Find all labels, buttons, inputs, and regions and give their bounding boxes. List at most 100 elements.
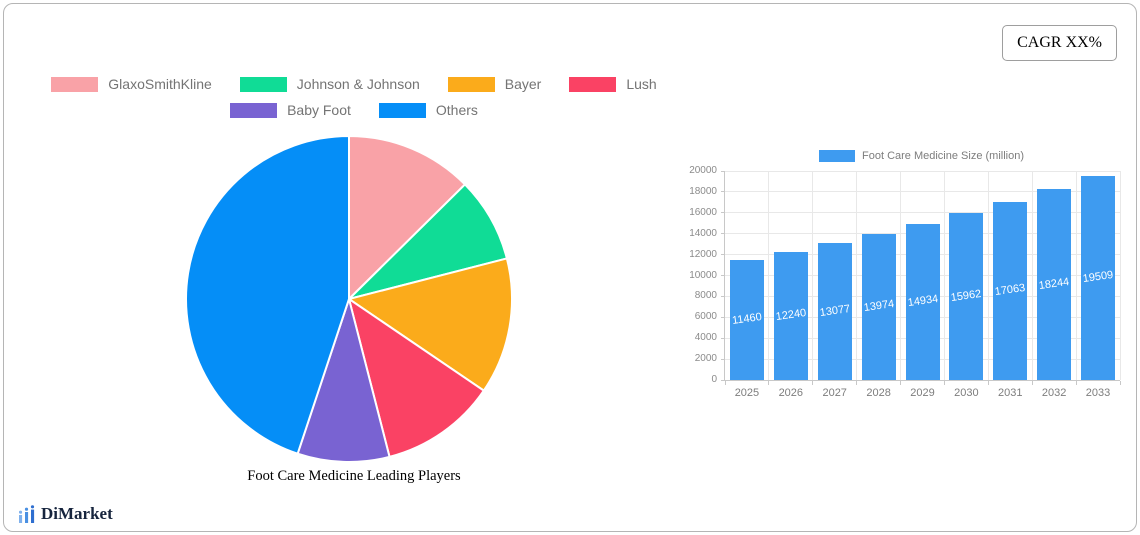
gridline-y <box>725 212 1120 214</box>
x-axis-label-2028: 2028 <box>866 387 891 399</box>
x-axis-tick <box>1119 381 1121 385</box>
y-axis-tick <box>721 295 725 297</box>
pie-slice-glaxosmithkline[interactable] <box>348 135 466 300</box>
bar-2031[interactable]: 17063 <box>993 201 1028 380</box>
y-axis-label: 10000 <box>689 269 717 281</box>
legend-label: Johnson & Johnson <box>296 76 420 92</box>
y-axis-tick <box>721 379 725 381</box>
bar-value-label: 13974 <box>862 297 895 315</box>
bar-value-label: 19509 <box>1082 268 1115 286</box>
y-axis-tick <box>721 170 725 172</box>
gridline-x <box>1075 171 1077 380</box>
legend-label: GlaxoSmithKline <box>108 76 212 92</box>
bar-chart-legend[interactable]: Foot Care Medicine Size (million) <box>724 150 1119 162</box>
y-axis-tick <box>721 337 725 339</box>
y-axis-tick <box>721 191 725 193</box>
y-axis-label: 0 <box>711 374 717 385</box>
x-axis-label-2026: 2026 <box>778 387 804 399</box>
bar-2026[interactable]: 12240 <box>773 252 808 380</box>
x-axis-tick <box>900 381 902 385</box>
x-axis-tick <box>812 381 814 385</box>
gridline-x <box>768 171 770 380</box>
x-axis-tick <box>987 381 989 385</box>
pie-slice-lush[interactable] <box>348 298 485 458</box>
x-axis-tick <box>1031 381 1033 385</box>
legend-label: Baby Foot <box>287 102 351 118</box>
bar-2029[interactable]: 14934 <box>905 223 940 380</box>
bar-2028[interactable]: 13974 <box>861 233 896 380</box>
gridline-x <box>1031 171 1033 380</box>
legend-row: Baby Foot Others <box>230 102 478 118</box>
bar-value-label: 12240 <box>774 306 807 324</box>
legend-item-bayer[interactable]: Bayer <box>447 76 541 92</box>
y-axis-label: 20000 <box>689 165 717 176</box>
y-axis-tick <box>721 212 725 214</box>
bar-value-label: 14934 <box>906 292 939 310</box>
cagr-badge[interactable]: CAGR XX% <box>1002 25 1117 61</box>
x-axis-label-2032: 2032 <box>1041 387 1067 399</box>
x-axis-label-2030: 2030 <box>954 387 979 399</box>
y-axis-label: 18000 <box>689 185 717 197</box>
legend-item-johnson-johnson[interactable]: Johnson & Johnson <box>239 76 420 92</box>
legend-item-baby-foot[interactable]: Baby Foot <box>230 102 351 118</box>
x-axis-label-2029: 2029 <box>910 387 935 399</box>
y-axis-label: 12000 <box>689 248 717 260</box>
bar-value-label: 17063 <box>994 281 1027 298</box>
x-axis-tick <box>943 381 945 385</box>
x-axis-tick <box>1075 381 1077 385</box>
bar-2027[interactable]: 13077 <box>817 243 852 380</box>
brand-bars-icon <box>19 504 35 523</box>
bar-value-label: 11460 <box>731 311 763 328</box>
y-axis-label: 2000 <box>694 353 717 365</box>
brand-name: DiMarket <box>41 504 113 523</box>
y-axis-tick <box>721 254 725 256</box>
x-axis-label-2033: 2033 <box>1085 387 1111 399</box>
legend-swatch <box>230 102 278 118</box>
gridline-x <box>812 171 814 380</box>
x-axis-label-2031: 2031 <box>998 387 1023 399</box>
x-axis-label-2025: 2025 <box>734 387 760 399</box>
pie-chart-title: Foot Care Medicine Leading Players <box>247 468 461 484</box>
bar-legend-label: Foot Care Medicine Size (million) <box>862 150 1024 162</box>
y-axis-label: 14000 <box>689 227 717 239</box>
legend-swatch <box>51 76 99 92</box>
pie-legend: GlaxoSmithKline Johnson & Johnson Bayer Lus… <box>4 76 704 118</box>
pie-svg <box>185 135 513 463</box>
legend-item-lush[interactable]: Lush <box>569 76 657 92</box>
bar-2030[interactable]: 15962 <box>949 213 984 380</box>
y-axis-tick <box>721 233 725 235</box>
y-axis-label: 16000 <box>689 206 717 218</box>
legend-item-glaxosmithkline[interactable]: GlaxoSmithKline <box>51 76 212 92</box>
bar-2033[interactable]: 19509 <box>1081 176 1116 380</box>
bar-2032[interactable]: 18244 <box>1037 189 1072 380</box>
x-axis-tick <box>768 381 770 385</box>
legend-swatch <box>378 102 426 118</box>
legend-swatch <box>569 76 617 92</box>
pie-slice-baby-foot[interactable] <box>296 298 391 463</box>
legend-swatch <box>239 76 287 92</box>
bar-legend-swatch <box>819 150 855 162</box>
legend-label: Lush <box>626 76 657 92</box>
y-axis-tick <box>721 358 725 360</box>
pie-chart <box>184 134 514 464</box>
brand-logo: DiMarket <box>19 504 113 524</box>
legend-swatch <box>447 76 495 92</box>
gridline-y <box>725 191 1120 193</box>
gridline-x <box>943 171 945 380</box>
pie-slice-johnson-johnson[interactable] <box>348 183 508 300</box>
bar-chart-plot: 0 2000 4000 6000 8000 10000 12000 14000 16000 180… <box>689 165 1121 399</box>
y-axis-label: 8000 <box>694 290 717 302</box>
pie-slice-bayer[interactable] <box>348 257 513 392</box>
legend-row: GlaxoSmithKline Johnson & Johnson Bayer Lus… <box>51 76 657 92</box>
report-card: CAGR XX% GlaxoSmithKline Johnson & Johnso… <box>3 3 1137 532</box>
pie-slice-others[interactable] <box>185 135 350 455</box>
y-axis-label: 6000 <box>694 311 717 323</box>
x-axis-tick <box>724 381 726 385</box>
legend-item-others[interactable]: Others <box>378 102 478 118</box>
gridline-x <box>987 171 989 380</box>
y-axis-label: 4000 <box>694 332 717 344</box>
bar-2025[interactable]: 11460 <box>729 260 764 380</box>
gridline-x <box>856 171 858 380</box>
gridline-y <box>725 170 1120 172</box>
